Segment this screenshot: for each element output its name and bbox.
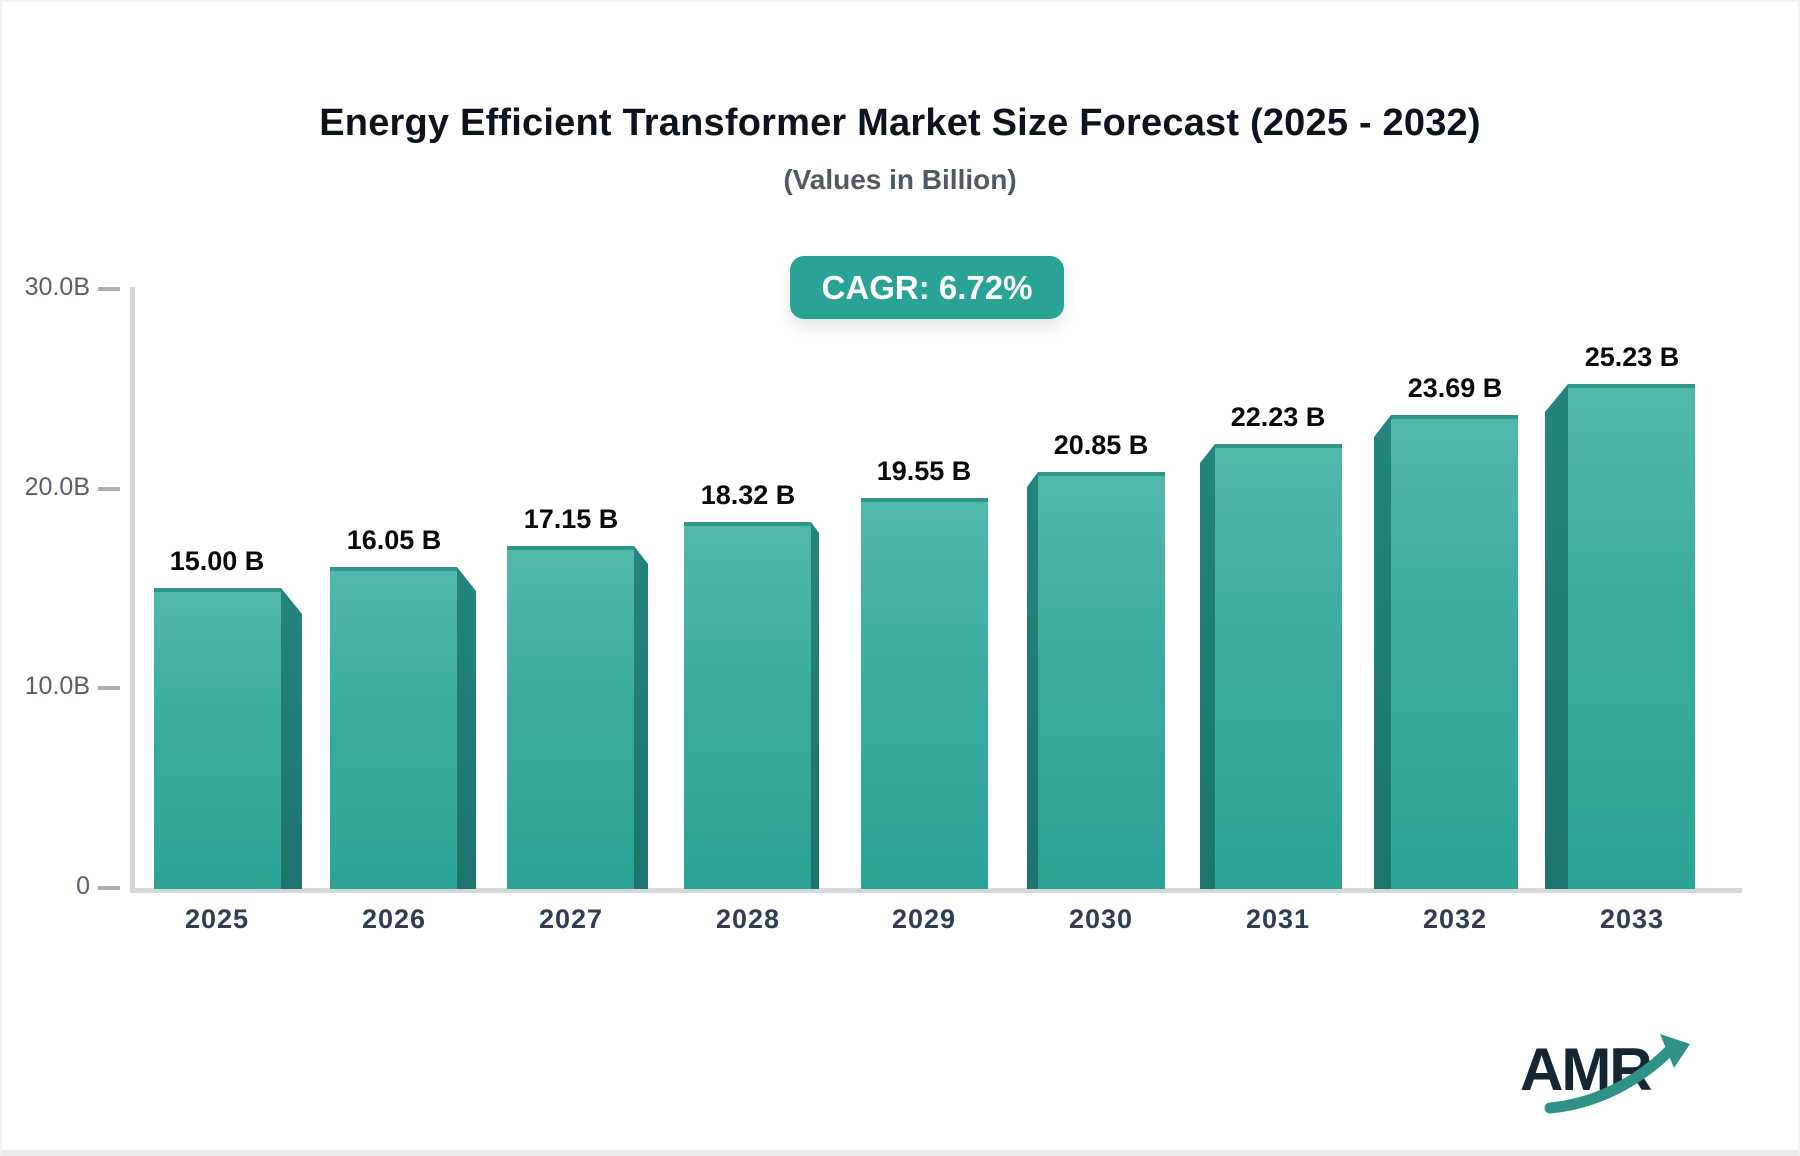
bar-value-label-2026: 16.05 B (346, 525, 442, 555)
y-tick-label: 20.0B (24, 473, 90, 501)
x-axis-baseline (130, 888, 1742, 893)
amr-logo: AMR (1520, 1034, 1690, 1114)
bar-2029 (861, 498, 988, 889)
cagr-badge: CAGR: 6.72% (790, 256, 1064, 319)
bar-value-label-2028: 18.32 B (700, 480, 796, 510)
x-axis-label-2026: 2026 (361, 904, 427, 934)
bar-value-label-2033: 25.23 B (1584, 342, 1680, 372)
bar-value-label-2027: 17.15 B (523, 504, 619, 534)
bar-3d-side-2033 (1545, 384, 1568, 889)
cagr-badge-label: CAGR: 6.72% (821, 268, 1033, 306)
amr-logo-text: AMR (1520, 1036, 1652, 1103)
bar-value-label-2032: 23.69 B (1407, 373, 1503, 403)
bar-3d-side-2026 (457, 567, 476, 889)
x-axis-label-2027: 2027 (538, 904, 604, 934)
x-axis-label-2030: 2030 (1068, 904, 1134, 934)
y-axis-line (130, 287, 135, 889)
x-axis-label-2033: 2033 (1599, 904, 1665, 934)
y-tick-dash (98, 686, 120, 690)
chart-subtitle: (Values in Billion) (783, 164, 1017, 195)
x-axis-label-2025: 2025 (184, 904, 250, 934)
bar-2032 (1391, 415, 1518, 889)
chart-title: Energy Efficient Transformer Market Size… (319, 102, 1481, 144)
bar-2026 (330, 567, 457, 889)
y-tick-label: 0 (76, 872, 90, 900)
x-axis-label-2028: 2028 (715, 904, 781, 934)
y-tick-dash (98, 287, 120, 291)
bar-2030 (1038, 472, 1165, 889)
bar-2033 (1568, 384, 1695, 889)
y-tick-label: 30.0B (24, 273, 90, 301)
y-tick-label: 10.0B (24, 672, 90, 700)
bar-2027 (507, 546, 634, 889)
y-tick-dash (98, 487, 120, 491)
amr-logo-arrow-swoosh (1544, 1044, 1676, 1114)
amr-logo-arrow-head (1660, 1034, 1690, 1068)
bar-3d-side-2032 (1374, 415, 1391, 889)
bar-value-label-2025: 15.00 B (169, 546, 265, 576)
bar-3d-side-2031 (1200, 444, 1215, 889)
x-axis-label-2031: 2031 (1245, 904, 1311, 934)
y-tick-dash (98, 886, 120, 890)
bar-value-label-2029: 19.55 B (876, 456, 972, 486)
bar-2028 (684, 522, 811, 889)
bar-2031 (1215, 444, 1342, 889)
x-axis-label-2032: 2032 (1422, 904, 1488, 934)
bar-value-label-2031: 22.23 B (1230, 402, 1326, 432)
bar-3d-side-2027 (634, 546, 648, 889)
bar-value-label-2030: 20.85 B (1053, 430, 1149, 460)
bar-3d-side-2025 (281, 588, 302, 889)
bar-2025 (154, 588, 281, 889)
bar-3d-side-2030 (1027, 472, 1038, 889)
bar-3d-side-2028 (811, 522, 819, 889)
x-axis-label-2029: 2029 (891, 904, 957, 934)
